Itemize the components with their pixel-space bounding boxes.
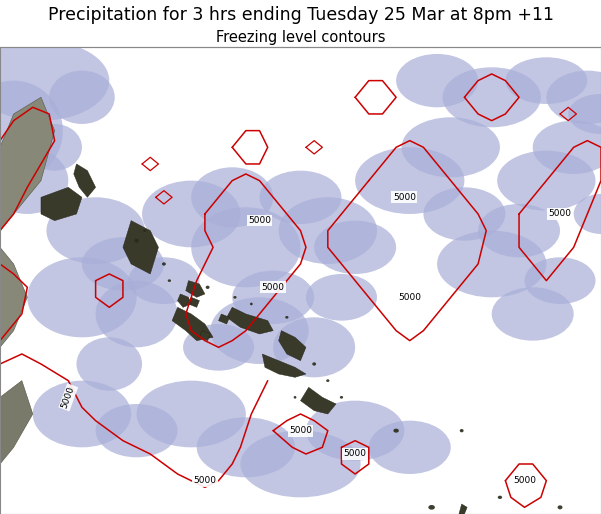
- Ellipse shape: [143, 229, 147, 232]
- Text: 5000: 5000: [194, 476, 216, 485]
- Ellipse shape: [574, 194, 601, 234]
- Ellipse shape: [429, 505, 435, 510]
- Ellipse shape: [437, 231, 546, 297]
- Ellipse shape: [442, 67, 541, 127]
- Ellipse shape: [136, 381, 246, 447]
- Ellipse shape: [326, 379, 329, 382]
- Text: 5000: 5000: [513, 476, 536, 485]
- Ellipse shape: [76, 337, 142, 391]
- Ellipse shape: [306, 400, 404, 461]
- Polygon shape: [177, 294, 191, 307]
- Ellipse shape: [340, 396, 343, 399]
- Ellipse shape: [273, 317, 355, 377]
- Polygon shape: [172, 307, 213, 341]
- Text: 5000: 5000: [344, 450, 367, 458]
- Ellipse shape: [355, 148, 465, 214]
- Text: Precipitation for 3 hrs ending Tuesday 25 Mar at 8pm +11: Precipitation for 3 hrs ending Tuesday 2…: [47, 6, 554, 24]
- Ellipse shape: [260, 171, 341, 224]
- Ellipse shape: [82, 237, 164, 290]
- Text: 5000: 5000: [261, 283, 285, 292]
- Polygon shape: [186, 281, 205, 297]
- Ellipse shape: [27, 258, 136, 337]
- Polygon shape: [189, 297, 200, 307]
- Ellipse shape: [546, 70, 601, 124]
- Ellipse shape: [240, 431, 361, 498]
- Ellipse shape: [294, 396, 296, 399]
- Ellipse shape: [232, 271, 314, 324]
- Ellipse shape: [568, 94, 601, 134]
- Text: 5000: 5000: [398, 293, 421, 302]
- Polygon shape: [41, 187, 82, 221]
- Ellipse shape: [424, 187, 505, 241]
- Text: 5000: 5000: [289, 426, 312, 435]
- Polygon shape: [279, 331, 306, 361]
- Polygon shape: [300, 388, 336, 414]
- Text: Freezing level contours: Freezing level contours: [216, 30, 385, 45]
- Ellipse shape: [46, 197, 145, 264]
- Ellipse shape: [135, 238, 139, 243]
- Polygon shape: [219, 314, 230, 324]
- Ellipse shape: [525, 258, 596, 304]
- Ellipse shape: [497, 151, 596, 211]
- Ellipse shape: [505, 57, 587, 104]
- Ellipse shape: [168, 279, 171, 282]
- Ellipse shape: [183, 324, 254, 371]
- Ellipse shape: [129, 258, 200, 304]
- Text: 5000: 5000: [60, 385, 76, 410]
- Text: 5000: 5000: [248, 216, 271, 225]
- Ellipse shape: [279, 197, 377, 264]
- Ellipse shape: [498, 495, 502, 499]
- Ellipse shape: [396, 54, 478, 107]
- Ellipse shape: [191, 167, 273, 227]
- Ellipse shape: [0, 81, 63, 180]
- Ellipse shape: [197, 417, 295, 478]
- Ellipse shape: [285, 316, 288, 319]
- Ellipse shape: [49, 70, 115, 124]
- Ellipse shape: [558, 505, 563, 509]
- Ellipse shape: [210, 297, 309, 364]
- Ellipse shape: [0, 41, 109, 121]
- Text: 5000: 5000: [549, 210, 572, 218]
- Ellipse shape: [532, 121, 601, 174]
- Polygon shape: [0, 247, 27, 347]
- Ellipse shape: [96, 281, 177, 347]
- Ellipse shape: [492, 287, 574, 341]
- Polygon shape: [227, 307, 273, 334]
- Ellipse shape: [33, 381, 131, 447]
- Ellipse shape: [233, 296, 237, 299]
- Polygon shape: [123, 221, 159, 274]
- Ellipse shape: [306, 274, 377, 321]
- Ellipse shape: [206, 286, 210, 289]
- Ellipse shape: [0, 148, 69, 214]
- Ellipse shape: [162, 262, 166, 266]
- Ellipse shape: [401, 117, 500, 177]
- Polygon shape: [200, 331, 210, 341]
- Ellipse shape: [96, 404, 177, 457]
- Ellipse shape: [313, 362, 316, 365]
- Ellipse shape: [27, 124, 82, 171]
- Ellipse shape: [191, 207, 300, 287]
- Polygon shape: [74, 164, 96, 197]
- Ellipse shape: [369, 420, 451, 474]
- Ellipse shape: [250, 303, 252, 305]
- Ellipse shape: [314, 221, 396, 274]
- Polygon shape: [0, 97, 55, 231]
- Polygon shape: [0, 381, 33, 464]
- Ellipse shape: [394, 429, 399, 433]
- Polygon shape: [459, 504, 467, 514]
- Ellipse shape: [460, 429, 463, 432]
- Ellipse shape: [142, 180, 240, 247]
- Text: 5000: 5000: [393, 193, 416, 202]
- Ellipse shape: [478, 204, 560, 258]
- Polygon shape: [262, 354, 306, 377]
